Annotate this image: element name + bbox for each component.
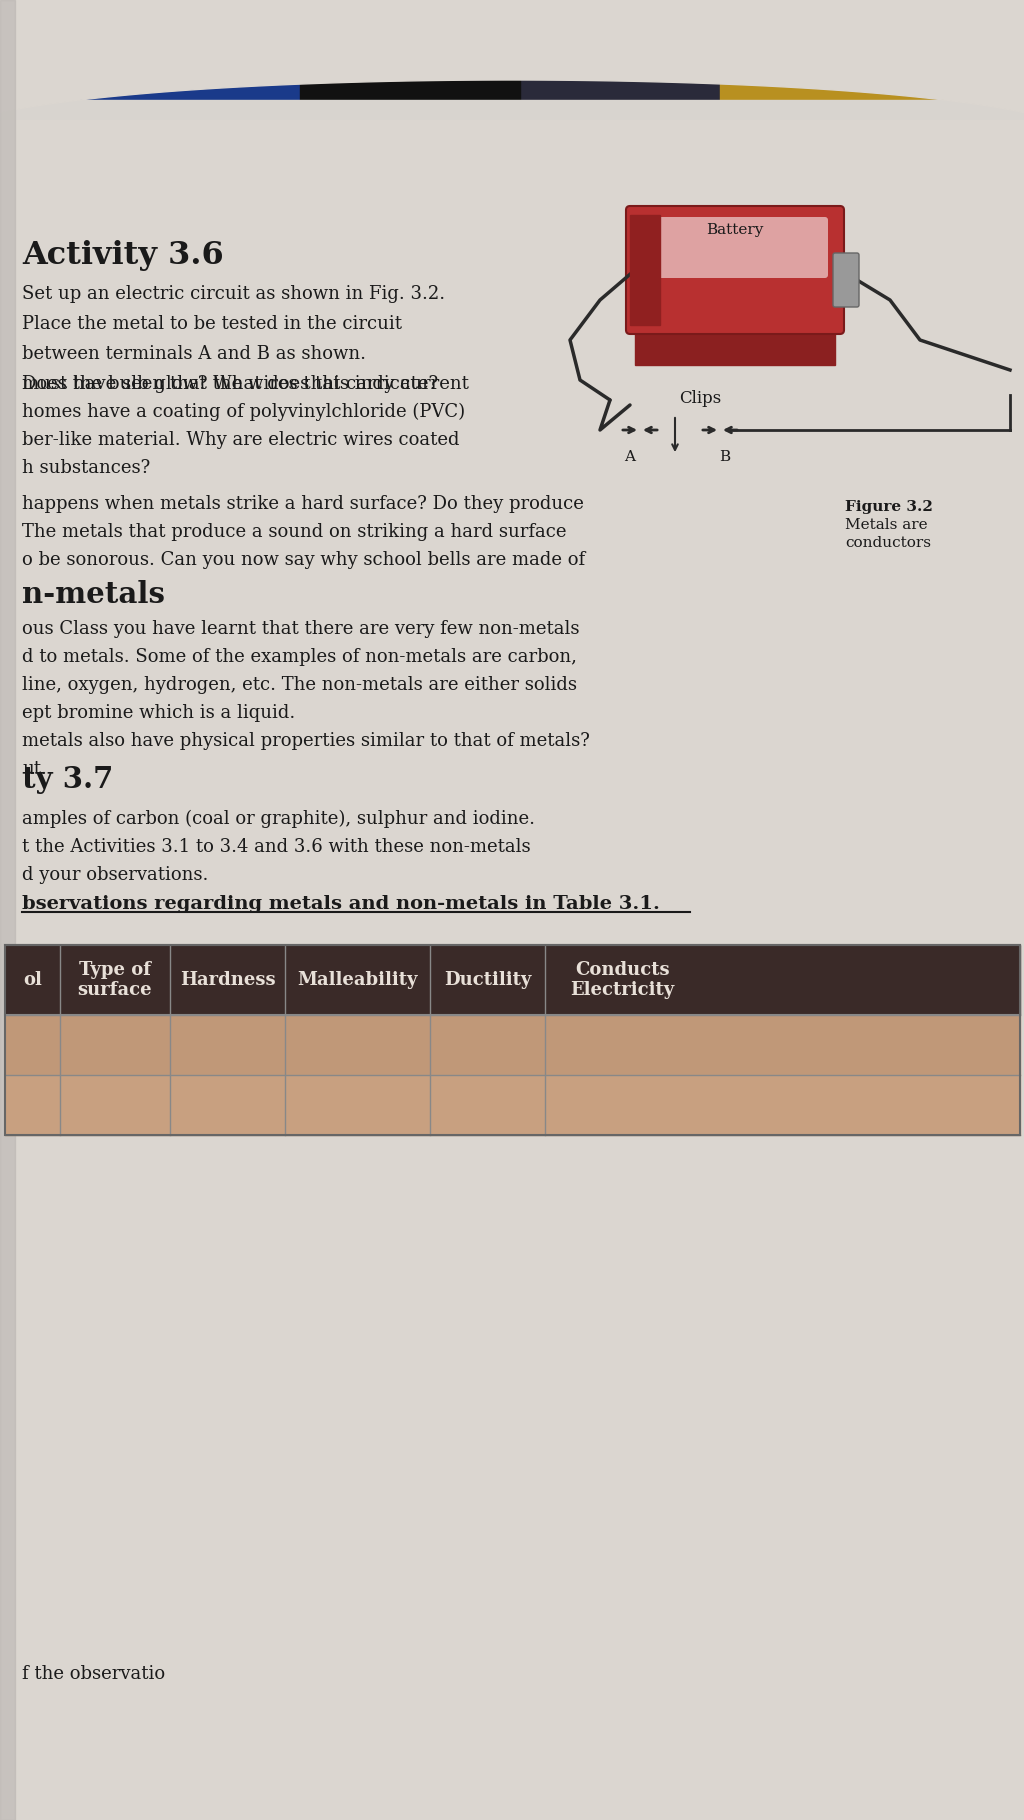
FancyBboxPatch shape xyxy=(642,217,828,278)
Text: Does the bulb glow? What does this indicate?: Does the bulb glow? What does this indic… xyxy=(22,375,438,393)
Text: B: B xyxy=(720,450,730,464)
Text: ept bromine which is a liquid.: ept bromine which is a liquid. xyxy=(22,704,295,723)
Text: Conducts: Conducts xyxy=(575,961,670,979)
Bar xyxy=(5,945,1020,1016)
Bar xyxy=(720,0,1024,120)
Text: Battery: Battery xyxy=(707,224,764,237)
Text: ous Class you have learnt that there are very few non-metals: ous Class you have learnt that there are… xyxy=(22,621,580,639)
Bar xyxy=(635,320,835,366)
Text: A: A xyxy=(625,450,636,464)
Text: Set up an electric circuit as shown in Fig. 3.2.: Set up an electric circuit as shown in F… xyxy=(22,286,445,302)
Text: Malleability: Malleability xyxy=(297,972,418,988)
FancyBboxPatch shape xyxy=(833,253,859,308)
Text: surface: surface xyxy=(78,981,153,999)
Text: amples of carbon (coal or graphite), sulphur and iodine.: amples of carbon (coal or graphite), sul… xyxy=(22,810,535,828)
Text: t the Activities 3.1 to 3.4 and 3.6 with these non-metals: t the Activities 3.1 to 3.4 and 3.6 with… xyxy=(22,837,530,855)
Text: bservations regarding metals and non-metals in Table 3.1.: bservations regarding metals and non-met… xyxy=(22,895,659,914)
Text: d to metals. Some of the examples of non-metals are carbon,: d to metals. Some of the examples of non… xyxy=(22,648,577,666)
Bar xyxy=(0,0,15,1820)
Text: happens when metals strike a hard surface? Do they produce: happens when metals strike a hard surfac… xyxy=(22,495,584,513)
Text: Ductility: Ductility xyxy=(443,972,531,988)
Text: ut.: ut. xyxy=(22,761,47,777)
Text: f the observatio: f the observatio xyxy=(22,1665,165,1684)
Bar xyxy=(630,215,660,326)
Text: Electricity: Electricity xyxy=(570,981,675,999)
Text: homes have a coating of polyvinylchloride (PVC): homes have a coating of polyvinylchlorid… xyxy=(22,402,465,420)
Text: Figure 3.2: Figure 3.2 xyxy=(845,501,933,513)
Text: Activity 3.6: Activity 3.6 xyxy=(22,240,224,271)
Bar xyxy=(5,1076,1020,1136)
Bar xyxy=(0,0,300,120)
Text: o be sonorous. Can you now say why school bells are made of: o be sonorous. Can you now say why schoo… xyxy=(22,551,585,570)
FancyBboxPatch shape xyxy=(626,206,844,335)
Bar xyxy=(5,1016,1020,1076)
Text: n-metals: n-metals xyxy=(22,581,165,610)
Bar xyxy=(300,0,520,120)
Text: conductors: conductors xyxy=(845,537,931,550)
Text: between terminals A and B as shown.: between terminals A and B as shown. xyxy=(22,346,366,362)
Text: Clips: Clips xyxy=(679,389,721,408)
Text: h substances?: h substances? xyxy=(22,459,151,477)
Polygon shape xyxy=(0,0,1024,120)
Bar xyxy=(0,0,1024,120)
Text: Metals are: Metals are xyxy=(845,519,928,531)
Bar xyxy=(5,945,1020,1136)
Text: ty 3.7: ty 3.7 xyxy=(22,764,114,794)
Text: Place the metal to be tested in the circuit: Place the metal to be tested in the circ… xyxy=(22,315,402,333)
Text: must have seen that the wires that carry current: must have seen that the wires that carry… xyxy=(22,375,469,393)
Text: Hardness: Hardness xyxy=(179,972,275,988)
Text: d your observations.: d your observations. xyxy=(22,866,208,885)
Text: Type of: Type of xyxy=(79,961,151,979)
Text: metals also have physical properties similar to that of metals?: metals also have physical properties sim… xyxy=(22,732,590,750)
Text: ol: ol xyxy=(24,972,42,988)
Polygon shape xyxy=(0,0,1024,135)
Text: ber-like material. Why are electric wires coated: ber-like material. Why are electric wire… xyxy=(22,431,460,450)
Text: line, oxygen, hydrogen, etc. The non-metals are either solids: line, oxygen, hydrogen, etc. The non-met… xyxy=(22,675,577,693)
Text: The metals that produce a sound on striking a hard surface: The metals that produce a sound on strik… xyxy=(22,522,566,541)
